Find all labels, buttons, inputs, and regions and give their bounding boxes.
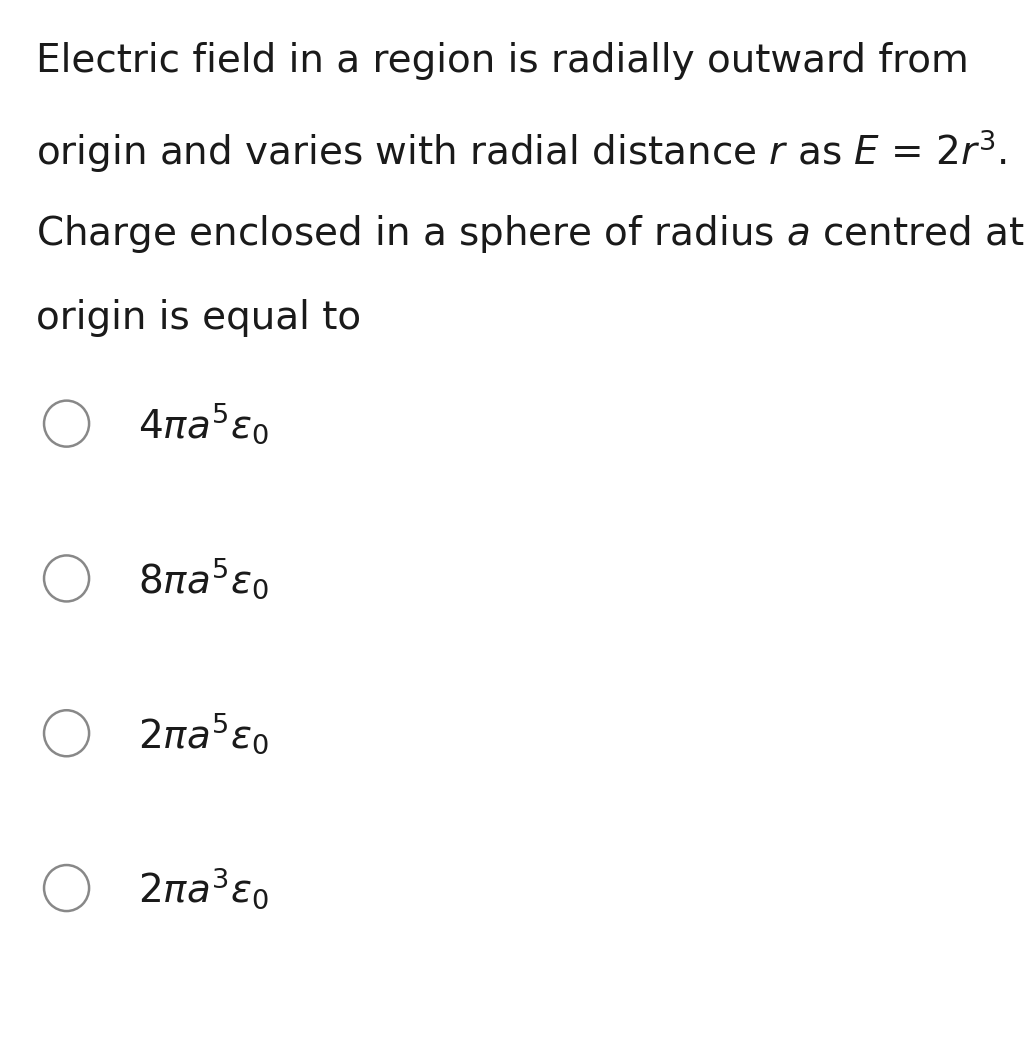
Text: $2\pi a^5\varepsilon_0$: $2\pi a^5\varepsilon_0$ <box>138 711 269 755</box>
Text: origin and varies with radial distance $r$ as $E$ = 2$r^3$.: origin and varies with radial distance $… <box>36 128 1007 176</box>
Text: Charge enclosed in a sphere of radius $a$ centred at: Charge enclosed in a sphere of radius $a… <box>36 213 1024 255</box>
Text: origin is equal to: origin is equal to <box>36 299 361 337</box>
Text: $2\pi a^3\varepsilon_0$: $2\pi a^3\varepsilon_0$ <box>138 865 269 911</box>
Text: $8\pi a^5\varepsilon_0$: $8\pi a^5\varepsilon_0$ <box>138 556 269 600</box>
Text: $4\pi a^5\varepsilon_0$: $4\pi a^5\varepsilon_0$ <box>138 402 269 446</box>
Text: Electric field in a region is radially outward from: Electric field in a region is radially o… <box>36 42 969 79</box>
